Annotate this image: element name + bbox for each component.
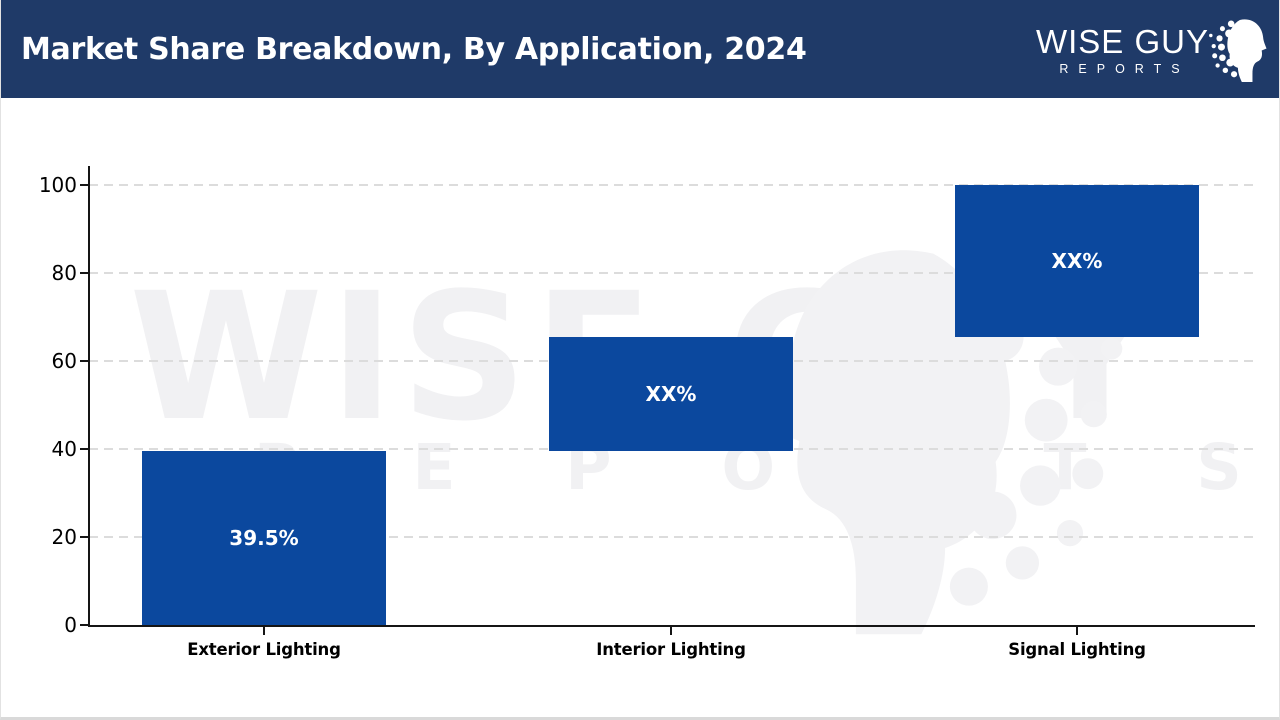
y-axis-tick [80,360,88,362]
y-axis-tick [80,272,88,274]
y-axis-tick-label: 100 [38,173,77,197]
logo-text: WISE GUY REPORTS [1036,25,1209,76]
y-axis-tick-label: 60 [51,349,77,373]
header: Market Share Breakdown, By Application, … [1,0,1279,98]
page-title: Market Share Breakdown, By Application, … [21,31,807,67]
y-axis-tick-label: 80 [51,261,77,285]
y-axis-tick [80,624,88,626]
y-axis-tick [80,448,88,450]
y-axis-tick [80,536,88,538]
gridline [89,184,1254,186]
y-axis-tick-label: 40 [51,437,77,461]
x-axis-category-label: Exterior Lighting [187,640,341,659]
logo-wordmark: WISE GUY [1035,22,1209,60]
x-axis-tick [670,627,672,635]
bar-value-label: 39.5% [229,526,299,551]
waterfall-bar [142,451,386,625]
x-axis-category-label: Interior Lighting [596,640,746,659]
y-axis-tick-label: 20 [51,525,77,549]
x-axis-tick [263,627,265,635]
gridline [89,536,1254,538]
logo-subtext: REPORTS [1059,61,1190,76]
y-axis-line [88,166,90,627]
bar-value-label: XX% [1051,248,1103,273]
wiseguy-head-icon [1209,19,1267,82]
wiseguy-logo: WISE GUY REPORTS [1036,13,1267,87]
x-axis-category-label: Signal Lighting [1008,640,1146,659]
x-axis-line [88,625,1255,627]
waterfall-chart: 0 20 40 60 80 100 39.5% Exterior Lighting XX% Int… [1,98,1279,717]
y-axis-tick [80,184,88,186]
y-axis-tick-label: 0 [64,613,77,637]
x-axis-tick [1076,627,1078,635]
chart-area: WISE GUY R E P O R T S 0 20 40 60 80 100 39.5%… [1,98,1279,717]
waterfall-bar [549,336,793,452]
bar-value-label: XX% [645,382,697,406]
gridline [89,272,1254,274]
